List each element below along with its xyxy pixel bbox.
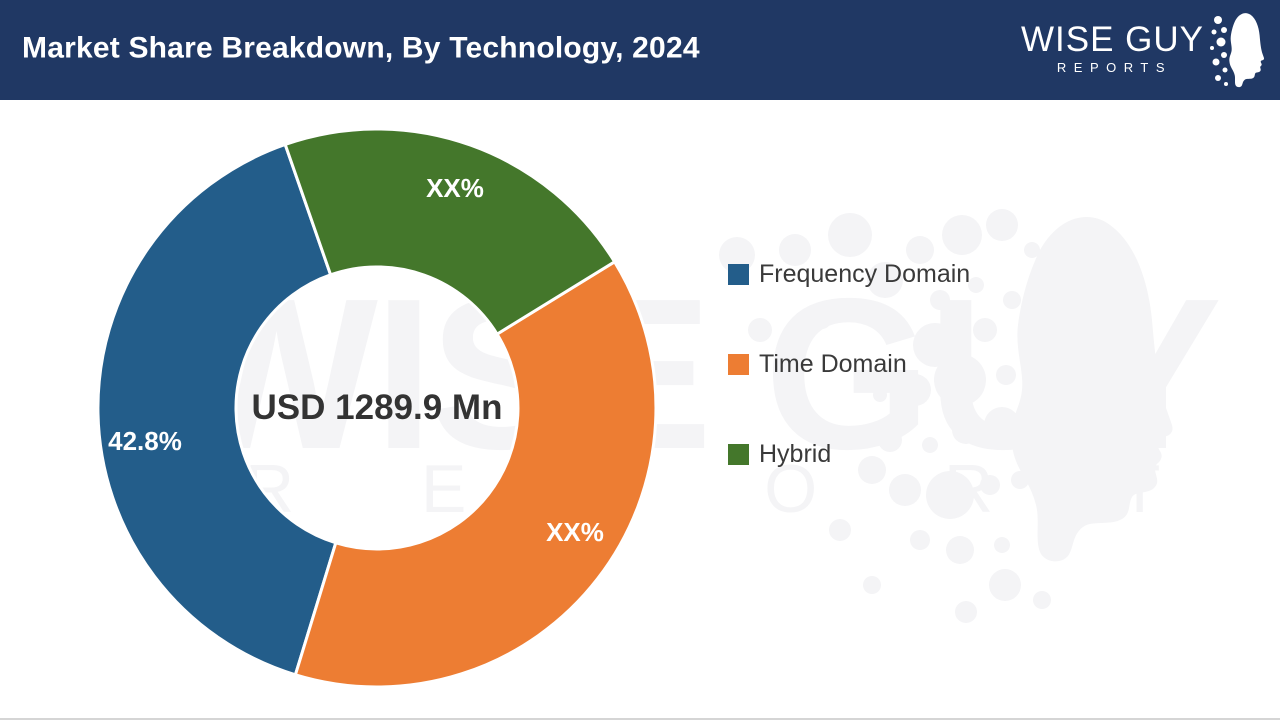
watermark-dot bbox=[867, 262, 903, 298]
slice-percent-label: 42.8% bbox=[108, 426, 182, 456]
logo-wordmark-line2: REPORTS bbox=[1056, 60, 1173, 75]
logo-face-silhouette bbox=[1229, 13, 1265, 88]
legend-swatch bbox=[728, 444, 749, 465]
watermark-dot bbox=[829, 519, 851, 541]
watermark-dot bbox=[899, 374, 931, 406]
slice-percent-label: XX% bbox=[426, 173, 484, 203]
slice-percent-label: XX% bbox=[546, 517, 604, 547]
watermark-face-graphic bbox=[719, 209, 1173, 623]
donut-chart: 42.8% XX% XX% bbox=[96, 127, 658, 689]
watermark-dot bbox=[946, 536, 974, 564]
watermark-dot bbox=[996, 365, 1016, 385]
watermark-dot bbox=[910, 530, 930, 550]
watermark-dot bbox=[779, 234, 811, 266]
watermark-dot bbox=[973, 318, 997, 342]
watermark-dot bbox=[1003, 291, 1021, 309]
watermark-dot bbox=[906, 236, 934, 264]
legend-label: Time Domain bbox=[759, 350, 907, 378]
watermark-dot bbox=[986, 209, 1018, 241]
watermark-dot bbox=[984, 407, 1020, 443]
page-title: Market Share Breakdown, By Technology, 2… bbox=[22, 31, 700, 65]
watermark-dot bbox=[863, 576, 881, 594]
logo-dot bbox=[1221, 52, 1227, 58]
watermark-dot bbox=[968, 277, 984, 293]
logo-dot bbox=[1221, 27, 1227, 33]
watermark-dot bbox=[1011, 471, 1029, 489]
watermark-dot bbox=[952, 416, 980, 444]
logo-wordmark-line1: WISE GUY bbox=[1020, 20, 1204, 59]
watermark-dot bbox=[930, 290, 950, 310]
watermark-dot bbox=[1020, 343, 1034, 357]
watermark-dot bbox=[1024, 242, 1040, 258]
legend-label: Hybrid bbox=[759, 440, 832, 468]
legend-swatch bbox=[728, 264, 749, 285]
watermark-dot bbox=[926, 471, 974, 519]
logo-dot bbox=[1214, 16, 1222, 24]
watermark-dot bbox=[894, 324, 906, 336]
logo-dot bbox=[1211, 29, 1217, 35]
watermark-dot bbox=[858, 456, 886, 484]
logo-face-icon bbox=[1210, 13, 1265, 88]
logo-dot bbox=[1224, 82, 1228, 86]
watermark-dot bbox=[1033, 591, 1051, 609]
chart-legend: Frequency Domain Time Domain Hybrid bbox=[728, 260, 970, 469]
bottom-divider bbox=[0, 718, 1280, 720]
logo-dot bbox=[1212, 58, 1220, 66]
watermark-dot bbox=[828, 213, 872, 257]
watermark-dot bbox=[994, 537, 1010, 553]
watermark-dot bbox=[989, 569, 1021, 601]
logo-dot bbox=[1210, 46, 1214, 50]
legend-item-hybrid: Hybrid bbox=[728, 440, 970, 469]
watermark-dot bbox=[942, 215, 982, 255]
legend-swatch bbox=[728, 354, 749, 375]
wise-guy-logo: WISE GUY REPORTS bbox=[1021, 4, 1266, 96]
logo-dot bbox=[1215, 75, 1221, 81]
watermark-dot bbox=[748, 318, 772, 342]
donut-slice-frequency-domain bbox=[96, 142, 338, 677]
watermark-dot bbox=[934, 354, 986, 406]
logo-dot bbox=[1216, 37, 1226, 47]
watermark-dot bbox=[889, 474, 921, 506]
legend-item-time-domain: Time Domain bbox=[728, 350, 970, 379]
watermark-dot bbox=[913, 323, 957, 367]
watermark-dot bbox=[813, 311, 831, 329]
legend-item-frequency-domain: Frequency Domain bbox=[728, 260, 970, 289]
watermark-dot bbox=[955, 601, 977, 623]
watermark-dot bbox=[980, 475, 1000, 495]
watermark-dot bbox=[878, 428, 902, 452]
donut-center-value: USD 1289.9 Mn bbox=[251, 388, 503, 427]
header-bar: Market Share Breakdown, By Technology, 2… bbox=[0, 0, 1280, 100]
watermark-dot bbox=[873, 388, 887, 402]
logo-wordmark: WISE GUY REPORTS bbox=[1020, 20, 1204, 76]
legend-label: Frequency Domain bbox=[759, 260, 971, 288]
watermark-dot bbox=[922, 437, 938, 453]
donut-slice-time-domain bbox=[293, 259, 658, 689]
donut-slice-hybrid bbox=[283, 127, 617, 337]
watermark-face-icon bbox=[1011, 217, 1173, 562]
logo-dot bbox=[1222, 67, 1228, 73]
chart-area: WISE GUY R E P O R T S 42.8% XX% XX% USD 1… bbox=[0, 100, 1280, 718]
